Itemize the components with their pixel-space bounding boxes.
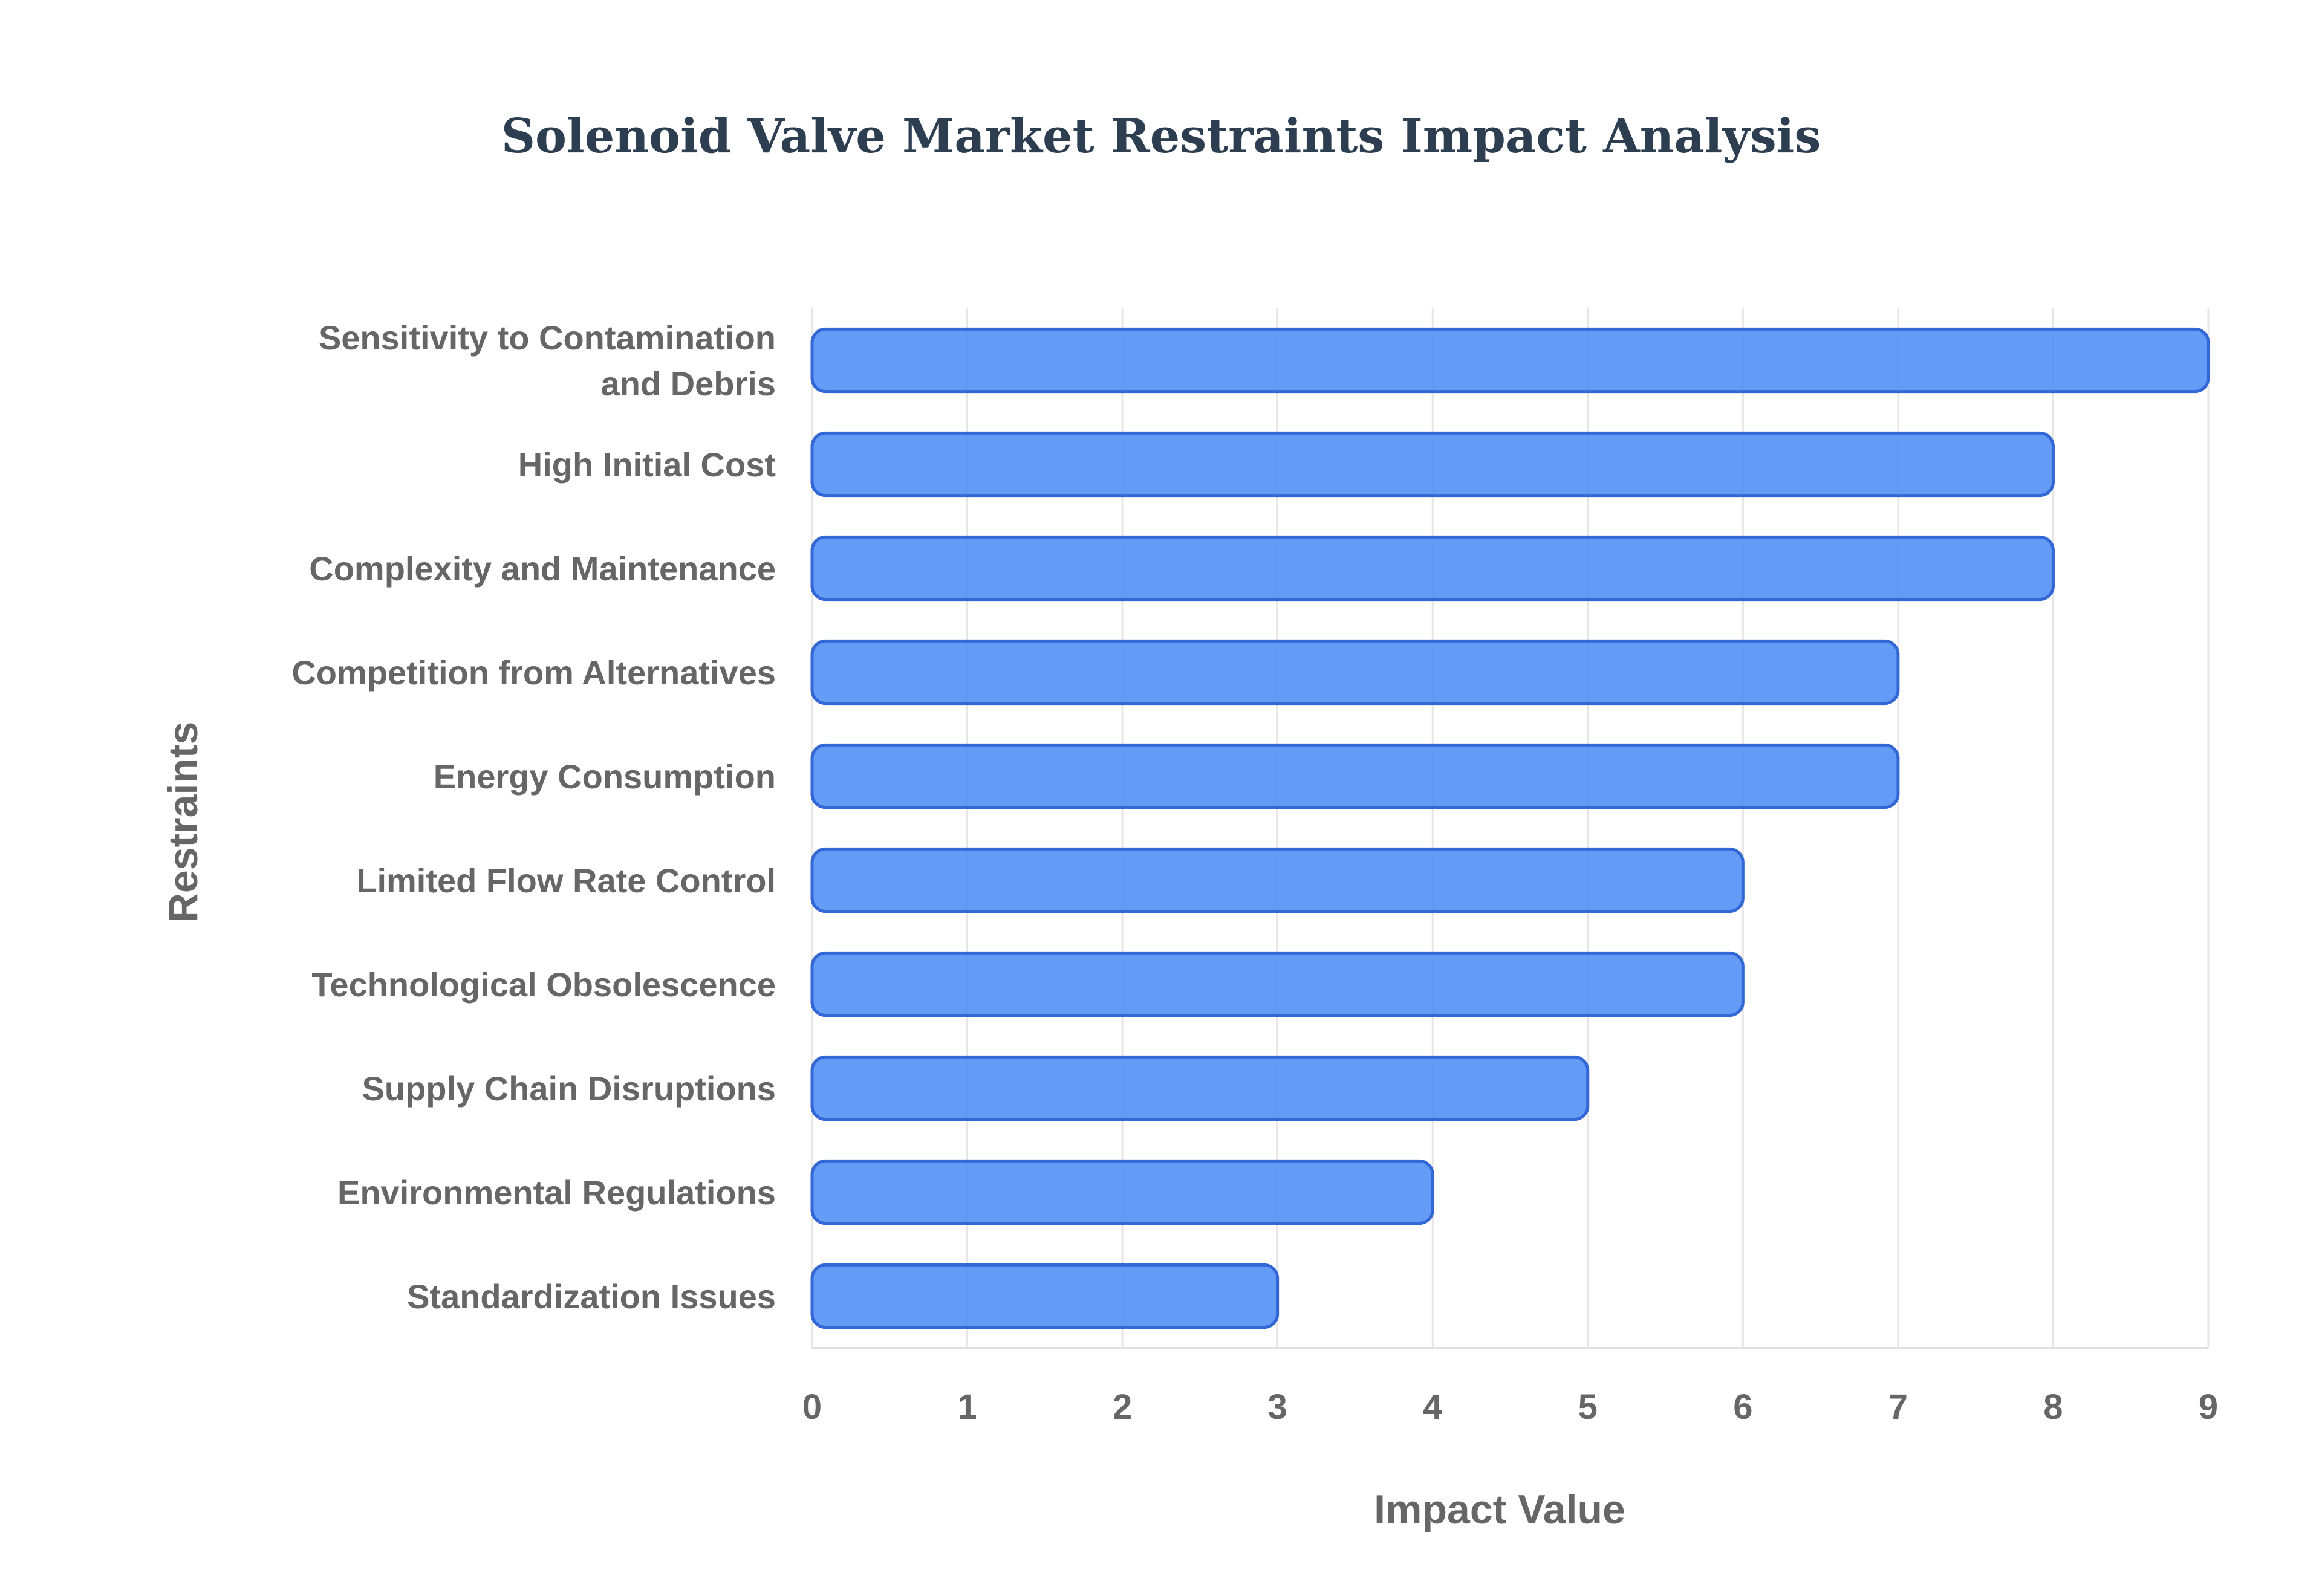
category-label: Energy Consumption: [434, 757, 776, 796]
x-tick-label: 1: [957, 1387, 977, 1427]
category-label-line: Supply Chain Disruptions: [362, 1069, 776, 1108]
category-label: Competition from Alternatives: [291, 654, 776, 692]
category-label-line: Energy Consumption: [434, 757, 776, 796]
category-label-line: Complexity and Maintenance: [309, 550, 776, 588]
category-label-line: Technological Obsolescence: [311, 965, 776, 1004]
bar: [810, 1159, 1434, 1225]
x-tick-label: 7: [1888, 1387, 1908, 1427]
category-label-line: Competition from Alternatives: [291, 654, 776, 692]
chart-title: Solenoid Valve Market Restraints Impact …: [501, 109, 1821, 164]
bar: [810, 327, 2210, 394]
bar: [810, 431, 2055, 498]
x-tick-label: 9: [2199, 1387, 2218, 1427]
bar: [810, 639, 1900, 706]
x-tick-labels: 0 1 2 3 4 5 6 7 8 9: [802, 1387, 2218, 1427]
category-label: High Initial Cost: [518, 446, 776, 484]
category-label: Supply Chain Disruptions: [362, 1069, 776, 1108]
bar: [810, 535, 2055, 602]
bar: [810, 1263, 1280, 1329]
x-tick-label: 0: [802, 1387, 822, 1427]
x-tick-label: 2: [1113, 1387, 1132, 1427]
category-label-line: High Initial Cost: [518, 446, 776, 484]
category-labels: Sensitivity to Contamination and Debris Hi…: [291, 319, 776, 1315]
category-label-line: Standardization Issues: [407, 1277, 776, 1315]
category-label: Technological Obsolescence: [311, 965, 776, 1004]
category-label-line: Limited Flow Rate Control: [356, 861, 776, 900]
category-label-line: Sensitivity to Contamination: [319, 319, 776, 357]
x-axis-title: Impact Value: [1374, 1487, 1625, 1533]
y-axis-title: Restraints: [160, 722, 206, 923]
category-label: Sensitivity to Contamination and Debris: [319, 319, 776, 403]
bar: [810, 951, 1745, 1017]
x-tick-label: 6: [1733, 1387, 1752, 1427]
category-label: Complexity and Maintenance: [309, 550, 776, 588]
category-label-line: Environmental Regulations: [337, 1173, 776, 1212]
x-tick-label: 3: [1268, 1387, 1287, 1427]
bar: [810, 743, 1900, 809]
bar: [810, 1055, 1590, 1121]
x-tick-label: 4: [1423, 1387, 1442, 1427]
x-tick-label: 5: [1578, 1387, 1598, 1427]
x-tick-label: 8: [2043, 1387, 2063, 1427]
category-label: Environmental Regulations: [337, 1173, 776, 1212]
category-label-line: and Debris: [601, 365, 776, 403]
category-label: Standardization Issues: [407, 1277, 776, 1315]
category-label: Limited Flow Rate Control: [356, 861, 776, 900]
bars: [810, 327, 2210, 1329]
bar: [810, 847, 1745, 913]
